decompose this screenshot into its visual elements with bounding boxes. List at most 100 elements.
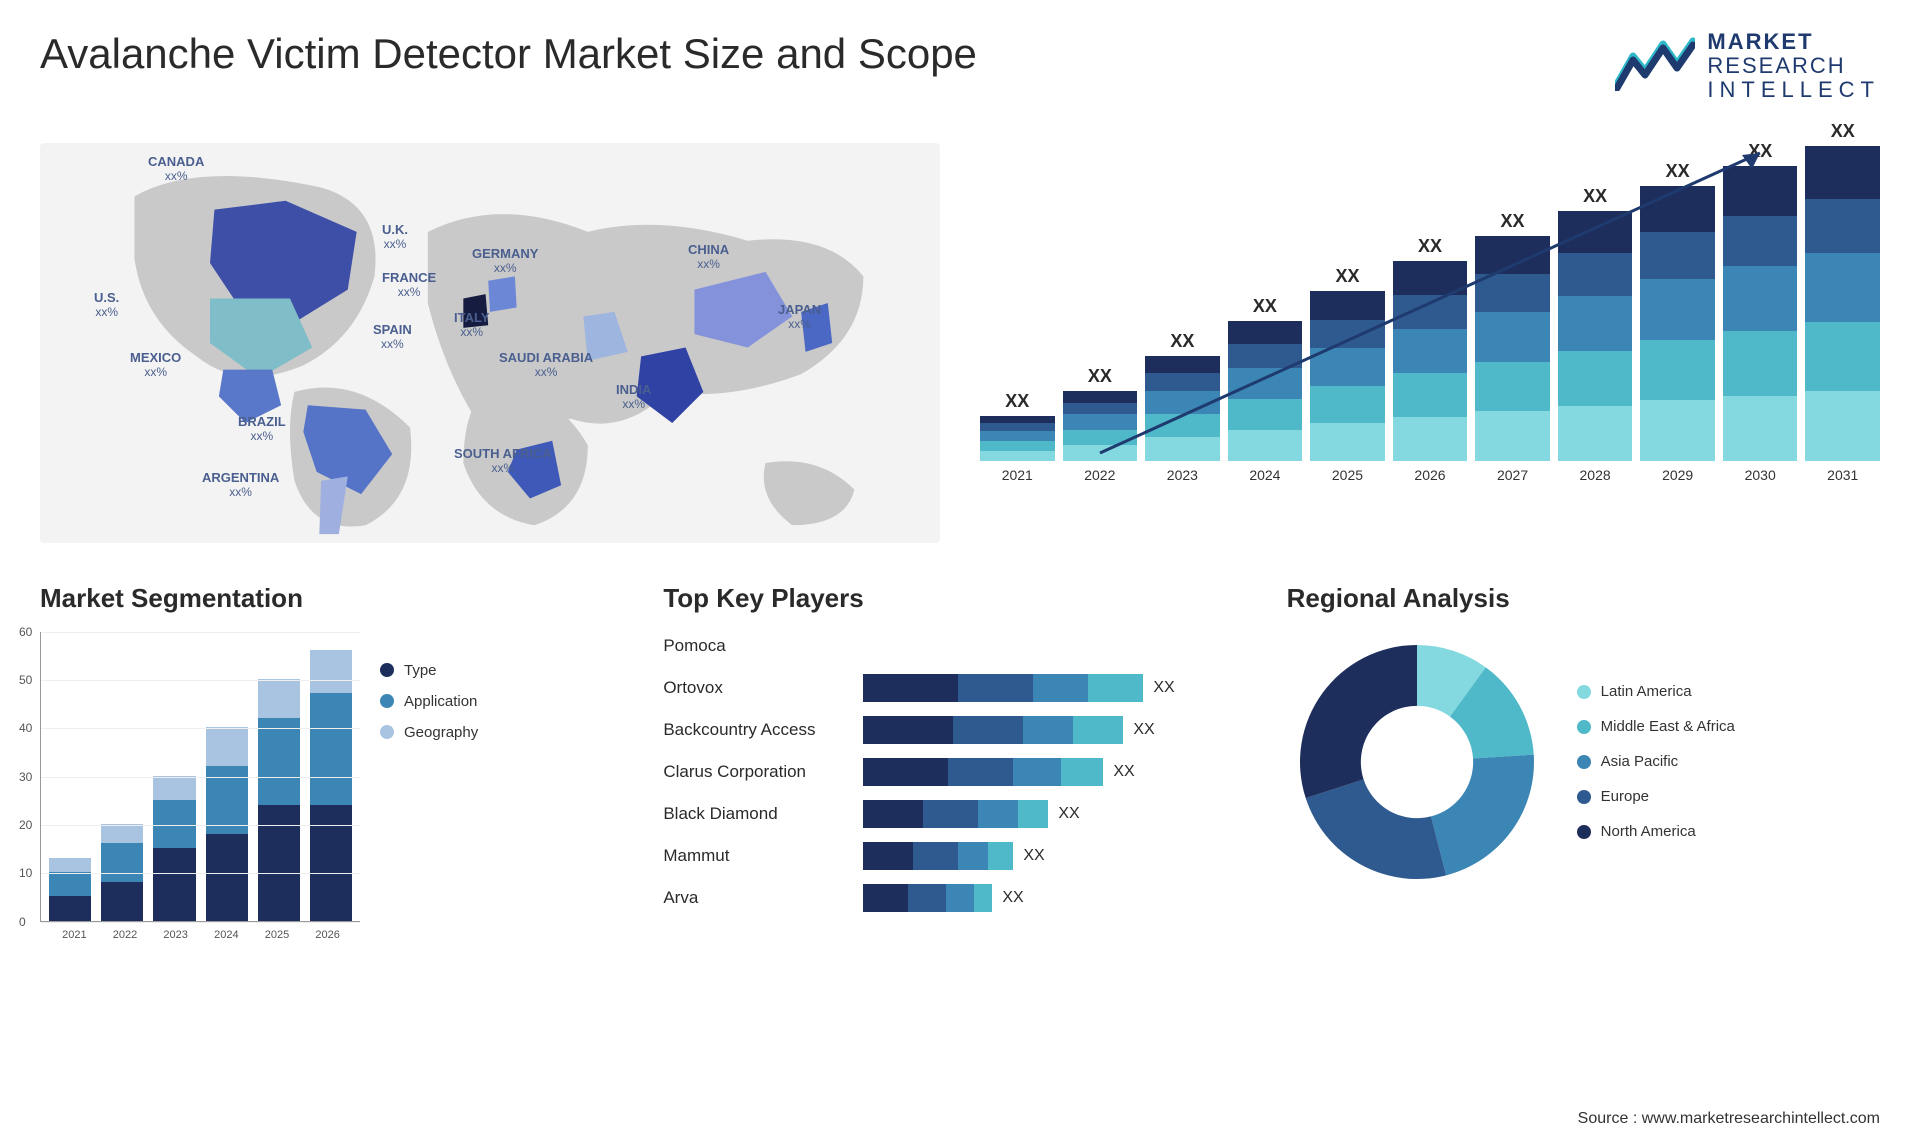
segmentation-legend: Type Application Geography [380,632,478,922]
seg-ytick: 60 [19,625,32,639]
legend-dot-icon [1577,825,1591,839]
growth-bar-label: XX [1501,211,1525,232]
growth-bar: XX2022 [1063,366,1138,483]
player-value-label: XX [1023,847,1044,865]
player-name: Clarus Corporation [663,758,843,786]
regional-legend-item: Asia Pacific [1577,753,1735,770]
world-map-section: CANADAxx%U.S.xx%MEXICOxx%BRAZILxx%ARGENT… [40,143,940,543]
donut-slice [1305,779,1445,879]
growth-bar-label: XX [1335,266,1359,287]
player-bar-row: XX [863,842,1256,870]
segmentation-legend-item: Application [380,693,478,710]
map-country-label: U.S.xx% [94,291,119,320]
players-title: Top Key Players [663,583,1256,614]
players-panel: Top Key Players PomocaOrtovoxBackcountry… [663,583,1256,943]
growth-bar-year: 2023 [1167,467,1198,483]
legend-dot-icon [380,663,394,677]
regional-legend-item: North America [1577,823,1735,840]
growth-bar-label: XX [1418,236,1442,257]
player-name: Pomoca [663,632,843,660]
growth-bar-label: XX [1666,161,1690,182]
player-bar-row: XX [863,758,1256,786]
growth-bar: XX 2023 [1145,331,1220,483]
growth-bar-year: 2029 [1662,467,1693,483]
logo-text-3: INTELLECT [1707,78,1880,102]
growth-bar-year: 2028 [1580,467,1611,483]
seg-ytick: 50 [19,673,32,687]
growth-bar-year: 2026 [1414,467,1445,483]
regional-donut [1287,632,1547,892]
player-value-label: XX [1002,889,1023,907]
regional-legend-item: Europe [1577,788,1735,805]
map-country-label: CANADAxx% [148,155,204,184]
legend-dot-icon [1577,755,1591,769]
growth-bar-label: XX [1748,141,1772,162]
map-country-label: U.K.xx% [382,223,408,252]
segmentation-bar [310,650,352,921]
segmentation-bar [258,679,300,921]
brand-logo: MARKET RESEARCH INTELLECT [1615,30,1880,103]
regional-legend-item: Middle East & Africa [1577,718,1735,735]
player-value-label: XX [1113,763,1134,781]
player-value-label: XX [1133,721,1154,739]
map-country-label: ITALYxx% [454,311,489,340]
growth-bar: XX2021 [980,391,1055,483]
seg-xlabel: 2026 [315,929,339,941]
growth-bar-label: XX [1170,331,1194,352]
growth-bar-year: 2025 [1332,467,1363,483]
regional-legend: Latin America Middle East & Africa Asia Pa… [1577,683,1735,840]
map-country-shape [488,276,516,312]
legend-dot-icon [380,694,394,708]
map-country-label: GERMANYxx% [472,247,538,276]
growth-bar-year: 2030 [1745,467,1776,483]
growth-bar-label: XX [1005,391,1029,412]
player-name: Black Diamond [663,800,843,828]
growth-bar: XX 2030 [1723,141,1798,483]
donut-slice [1300,645,1417,798]
player-bar-row: XX [863,674,1256,702]
map-country-label: CHINAxx% [688,243,729,272]
page-title: Avalanche Victim Detector Market Size an… [40,30,977,78]
player-value-label: XX [1058,805,1079,823]
growth-bar: XX2027 [1475,211,1550,483]
seg-xlabel: 2024 [214,929,238,941]
player-name: Mammut [663,842,843,870]
logo-text-2: RESEARCH [1707,54,1880,78]
growth-bar-year: 2024 [1249,467,1280,483]
growth-bar: XX2024 [1228,296,1303,483]
regional-panel: Regional Analysis Latin America Middle Ea… [1287,583,1880,943]
player-name: Ortovox [663,674,843,702]
growth-bar-label: XX [1831,121,1855,142]
segmentation-chart: 0102030405060202120222023202420252026 [40,632,360,922]
seg-xlabel: 2023 [163,929,187,941]
segmentation-legend-item: Type [380,662,478,679]
player-bar-row: XX [863,716,1256,744]
seg-ytick: 20 [19,818,32,832]
segmentation-legend-item: Geography [380,724,478,741]
seg-xlabel: 2022 [113,929,137,941]
segmentation-bar [49,858,91,921]
legend-dot-icon [1577,720,1591,734]
seg-ytick: 10 [19,866,32,880]
legend-dot-icon [1577,685,1591,699]
segmentation-title: Market Segmentation [40,583,633,614]
segmentation-panel: Market Segmentation 01020304050602021202… [40,583,633,943]
growth-chart-section: XX2021XX2022XX2023XX2024XX2025XX2026XX20… [980,143,1880,543]
source-attribution: Source : www.marketresearchintellect.com [1578,1110,1880,1128]
seg-ytick: 0 [19,915,26,929]
seg-xlabel: 2021 [62,929,86,941]
regional-title: Regional Analysis [1287,583,1880,614]
growth-bar: XX2028 [1558,186,1633,483]
growth-bar-label: XX [1088,366,1112,387]
donut-slice [1431,754,1534,875]
map-country-label: BRAZILxx% [238,415,286,444]
map-country-label: INDIAxx% [616,383,651,412]
player-bar-row: XX [863,800,1256,828]
growth-bar: XX 2029 [1640,161,1715,483]
map-country-label: SPAINxx% [373,323,412,352]
regional-legend-item: Latin America [1577,683,1735,700]
map-country-label: SOUTH AFRICAxx% [454,447,552,476]
map-country-label: FRANCExx% [382,271,436,300]
legend-dot-icon [1577,790,1591,804]
player-name: Arva [663,884,843,912]
